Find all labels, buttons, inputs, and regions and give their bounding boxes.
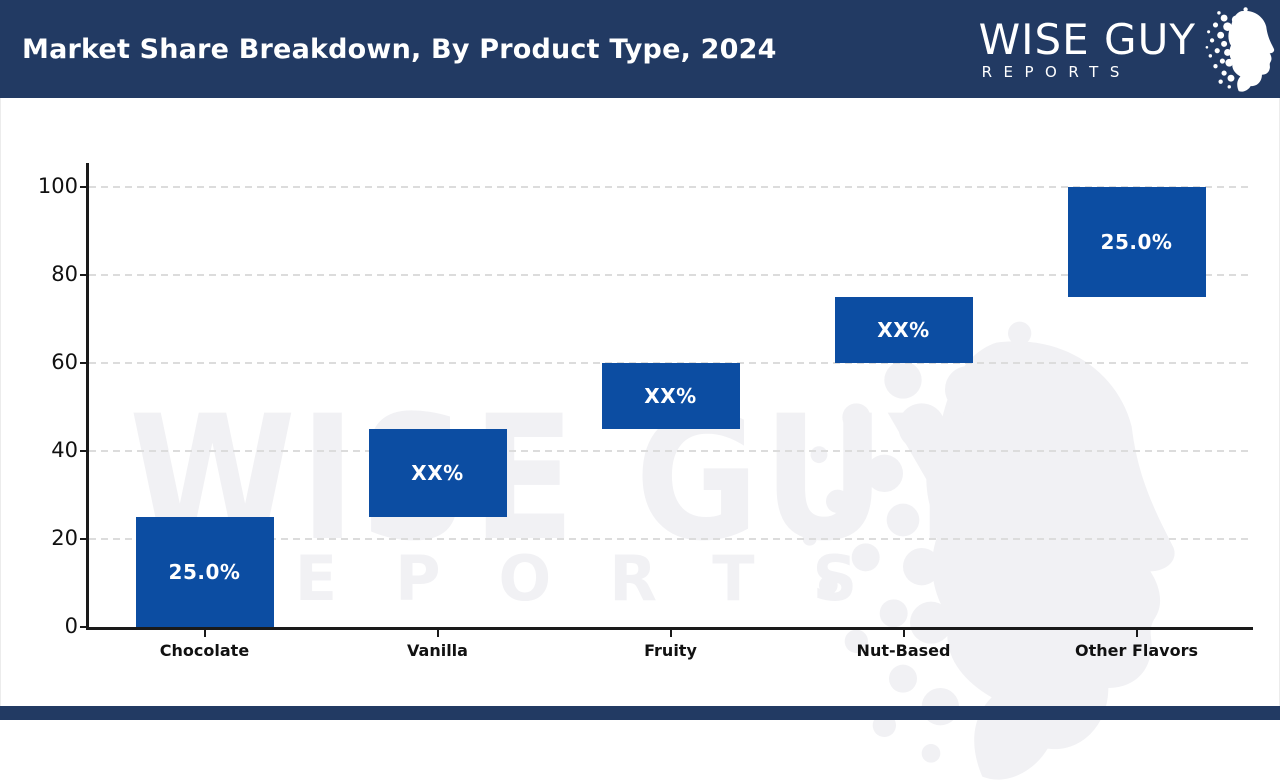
header-bar: Market Share Breakdown, By Product Type,… xyxy=(0,0,1280,98)
watermark-brand-name: WISE GUY xyxy=(129,378,1003,579)
watermark-brand-subtitle: REPORTS xyxy=(189,542,916,615)
watermark: WISE GUY REPORTS xyxy=(1,98,1279,706)
brand-head-icon xyxy=(1198,6,1276,92)
brand-logo-text: WISE GUY REPORTS xyxy=(978,14,1196,81)
brand-subtitle: REPORTS xyxy=(981,62,1131,81)
chart-area: WISE GUY REPORTS xyxy=(0,98,1280,706)
page-title: Market Share Breakdown, By Product Type,… xyxy=(22,33,777,65)
brand-logo: WISE GUY REPORTS xyxy=(979,6,1276,92)
brand-name: WISE GUY xyxy=(978,14,1196,64)
footer-bar xyxy=(0,706,1280,720)
